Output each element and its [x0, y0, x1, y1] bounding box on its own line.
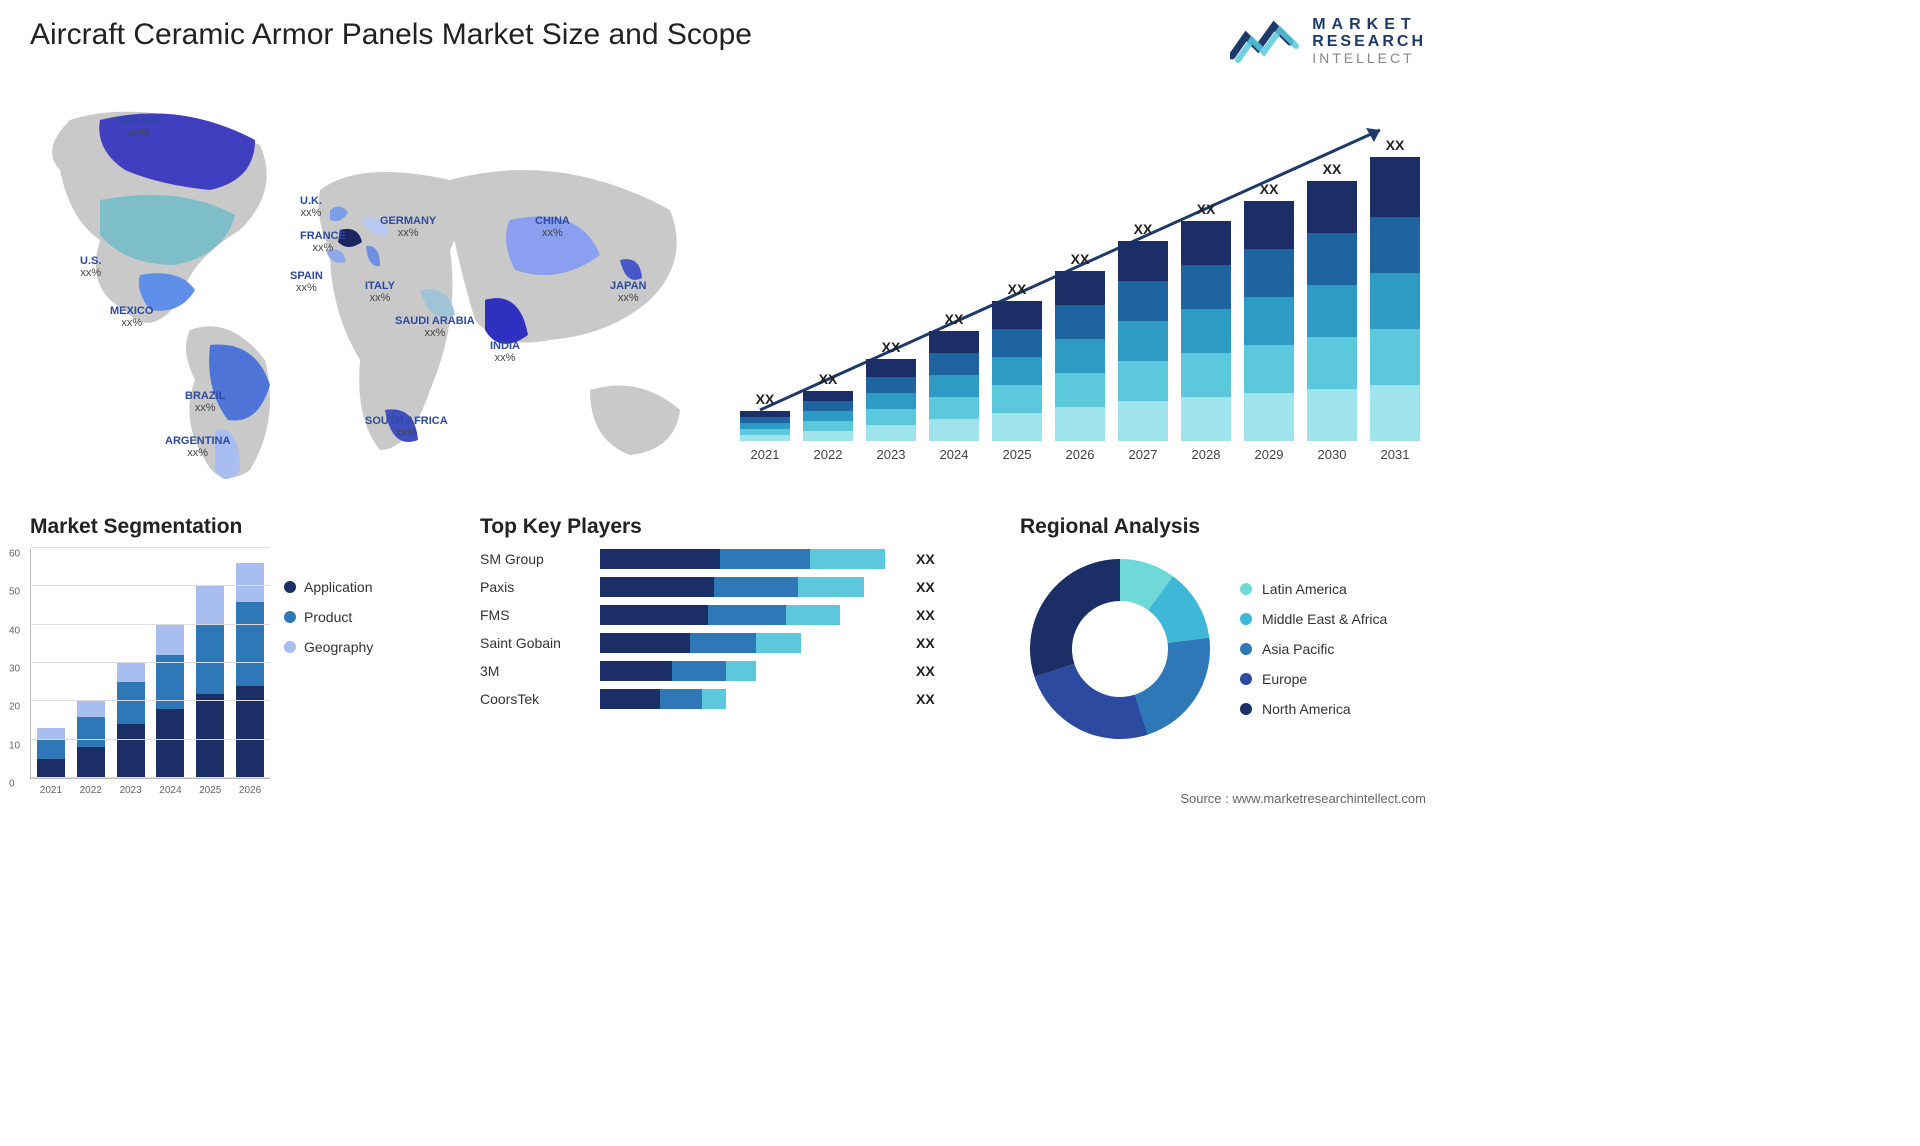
player-row-smgroup: SM GroupXX [480, 549, 1000, 569]
segmentation-chart: 202120222023202420252026 0102030405060 [30, 549, 270, 779]
map-label-india: INDIAxx% [490, 340, 520, 364]
big-bar-2022: XX2022 [803, 371, 853, 462]
source-label: Source : www.marketresearchintellect.com [1180, 791, 1426, 806]
segmentation-panel: Market Segmentation 2021 2022 2023 2024 2025… [30, 515, 410, 779]
map-label-canada: CANADAxx% [115, 115, 163, 139]
reg-legend-middleeastafrica: Middle East & Africa [1240, 611, 1387, 627]
big-bar-2030: XX2030 [1307, 161, 1357, 462]
brand-line2: RESEARCH [1312, 34, 1426, 51]
regional-panel: Regional Analysis Latin America Middle Ea… [1020, 515, 1430, 749]
big-bar-2026: XX2026 [1055, 251, 1105, 462]
donut-slice-northamerica [1030, 559, 1120, 677]
brand-logo: MARKET RESEARCH INTELLECT [1230, 12, 1426, 71]
player-row-coorstek: CoorsTekXX [480, 689, 1000, 709]
big-bar-2027: XX2027 [1118, 221, 1168, 462]
seg-bar-2023: 2023 [117, 663, 145, 778]
players-title: Top Key Players [480, 515, 1000, 539]
seg-bar-2026: 2026 [236, 563, 264, 778]
seg-bar-2022: 2022 [77, 701, 105, 778]
map-label-southafrica: SOUTH AFRICAxx% [365, 415, 448, 439]
seg-legend-product: Product [284, 609, 373, 625]
brand-mark-icon [1230, 12, 1300, 71]
map-label-argentina: ARGENTINAxx% [165, 435, 230, 459]
reg-legend-northamerica: North America [1240, 701, 1387, 717]
regional-legend: Latin America Middle East & Africa Asia Pa… [1240, 581, 1387, 717]
brand-line1: MARKET [1312, 17, 1426, 34]
segmentation-legend: Application Product Geography [284, 549, 373, 779]
world-map: CANADAxx% U.S.xx% MEXICOxx% BRAZILxx% ARGENT… [30, 90, 710, 500]
market-size-chart: XX2021 XX2022 XX2023 XX2024 XX2025 XX2026 XX20… [740, 90, 1420, 490]
regional-title: Regional Analysis [1020, 515, 1430, 539]
map-label-mexico: MEXICOxx% [110, 305, 153, 329]
reg-legend-latinamerica: Latin America [1240, 581, 1387, 597]
map-label-italy: ITALYxx% [365, 280, 395, 304]
map-label-us: U.S.xx% [80, 255, 101, 279]
segmentation-title: Market Segmentation [30, 515, 410, 539]
page-title: Aircraft Ceramic Armor Panels Market Siz… [30, 18, 752, 52]
seg-legend-application: Application [284, 579, 373, 595]
map-label-germany: GERMANYxx% [380, 215, 436, 239]
reg-legend-asiapacific: Asia Pacific [1240, 641, 1387, 657]
big-bar-2028: XX2028 [1181, 201, 1231, 462]
map-label-china: CHINAxx% [535, 215, 570, 239]
donut-slice-europe [1034, 664, 1147, 739]
big-bar-2025: XX2025 [992, 281, 1042, 462]
big-bar-2031: XX2031 [1370, 137, 1420, 462]
seg-legend-geography: Geography [284, 639, 373, 655]
player-row-saintgobain: Saint GobainXX [480, 633, 1000, 653]
seg-bar-2024: 2024 [156, 625, 184, 778]
reg-legend-europe: Europe [1240, 671, 1387, 687]
donut-slice-asiapacific [1135, 638, 1210, 735]
map-label-brazil: BRAZILxx% [185, 390, 225, 414]
map-label-france: FRANCExx% [300, 230, 346, 254]
big-bar-2024: XX2024 [929, 311, 979, 462]
regional-donut [1020, 549, 1220, 749]
map-label-spain: SPAINxx% [290, 270, 323, 294]
player-row-fms: FMSXX [480, 605, 1000, 625]
seg-bar-2025: 2025 [196, 586, 224, 778]
player-row-paxis: PaxisXX [480, 577, 1000, 597]
map-label-saudiarabia: SAUDI ARABIAxx% [395, 315, 475, 339]
map-label-japan: JAPANxx% [610, 280, 646, 304]
brand-line3: INTELLECT [1312, 51, 1426, 66]
players-panel: Top Key Players SM GroupXX PaxisXX FMSXX Sa… [480, 515, 1000, 717]
player-row-3m: 3MXX [480, 661, 1000, 681]
big-bar-2023: XX2023 [866, 339, 916, 462]
seg-bar-2021: 2021 [37, 728, 65, 778]
big-bar-2021: XX2021 [740, 391, 790, 462]
map-label-uk: U.K.xx% [300, 195, 322, 219]
big-bar-2029: XX2029 [1244, 181, 1294, 462]
